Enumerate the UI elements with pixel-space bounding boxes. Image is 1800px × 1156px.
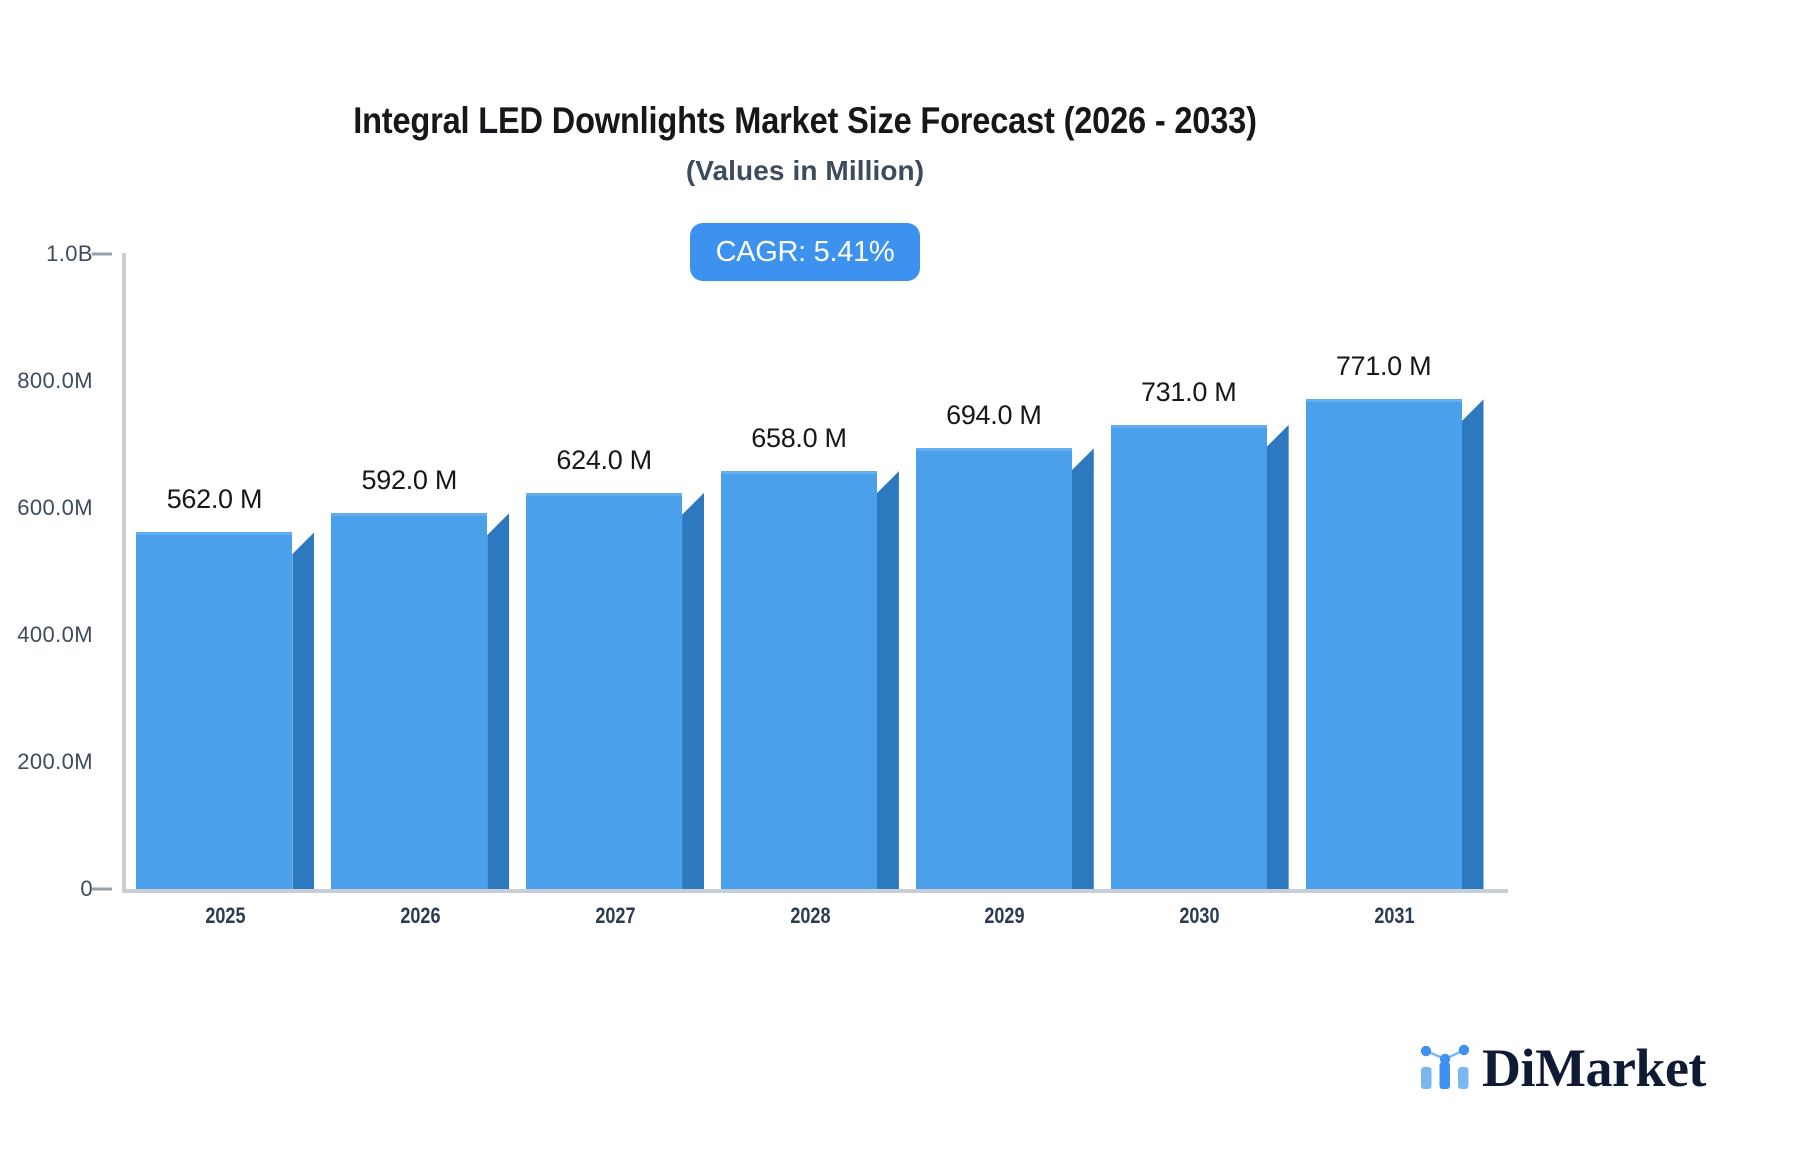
bar	[1305, 254, 1484, 889]
bar-value-label: 694.0 M	[946, 400, 1042, 431]
bar-front-face	[721, 471, 877, 889]
y-axis-tick-mark	[92, 252, 112, 256]
bar	[331, 254, 510, 889]
bar	[1110, 254, 1289, 889]
x-axis-tick-label: 2030	[1179, 903, 1220, 928]
bar-side-face	[487, 513, 510, 889]
bar-value-label: 658.0 M	[751, 423, 847, 454]
y-axis-tick-label: 0	[80, 876, 93, 901]
y-axis-tick-label: 400.0M	[17, 622, 93, 647]
y-axis-tick-label: 800.0M	[17, 368, 93, 393]
bar	[721, 254, 899, 889]
bar-value-label: 771.0 M	[1335, 351, 1432, 382]
x-axis-tick-label: 2026	[400, 903, 441, 928]
y-axis-line	[122, 253, 126, 893]
bar-value-label: 731.0 M	[1140, 376, 1237, 407]
bar-value-label: 592.0 M	[361, 465, 458, 496]
bar-front-face	[331, 513, 488, 889]
x-axis-tick-label: 2027	[595, 903, 636, 928]
x-axis-tick-label: 2031	[1374, 903, 1415, 928]
bar-side-face	[876, 471, 899, 889]
bar	[526, 254, 705, 889]
bar-front-face	[1110, 424, 1267, 889]
bar-side-face	[292, 532, 315, 889]
bar-front-face	[915, 448, 1072, 889]
chart-header: Integral LED Downlights Market Size Fore…	[0, 98, 1610, 188]
x-axis-line	[122, 889, 1508, 893]
cagr-badge: CAGR: 5.41%	[690, 223, 920, 281]
dimarket-logo: DiMarket	[1418, 1040, 1706, 1095]
chart-title: Integral LED Downlights Market Size Fore…	[353, 100, 1257, 141]
bar-side-face	[1266, 424, 1289, 889]
bar-front-face	[136, 532, 293, 889]
logo-wordmark: DiMarket	[1482, 1037, 1706, 1098]
bar	[915, 254, 1094, 889]
y-axis-tick-mark	[92, 887, 112, 891]
y-axis-tick-label: 600.0M	[17, 495, 93, 520]
x-axis-tick-label: 2028	[789, 903, 831, 928]
bar-chart-with-trendline-icon	[1418, 1040, 1472, 1095]
bar	[136, 254, 315, 889]
bar-side-face	[1461, 399, 1484, 889]
x-axis-tick-label: 2029	[984, 903, 1025, 928]
y-axis-tick-label: 200.0M	[17, 749, 93, 774]
x-axis-tick-label: 2025	[205, 903, 246, 928]
bar-side-face	[1071, 448, 1094, 889]
bar-value-label: 562.0 M	[166, 484, 263, 515]
bar-value-label: 624.0 M	[556, 444, 652, 475]
chart-subtitle: (Values in Million)	[685, 155, 925, 186]
y-axis-tick-label: 1.0B	[46, 241, 93, 266]
bar-front-face	[526, 492, 683, 889]
bar-front-face	[1305, 399, 1462, 889]
bar-side-face	[682, 492, 705, 889]
